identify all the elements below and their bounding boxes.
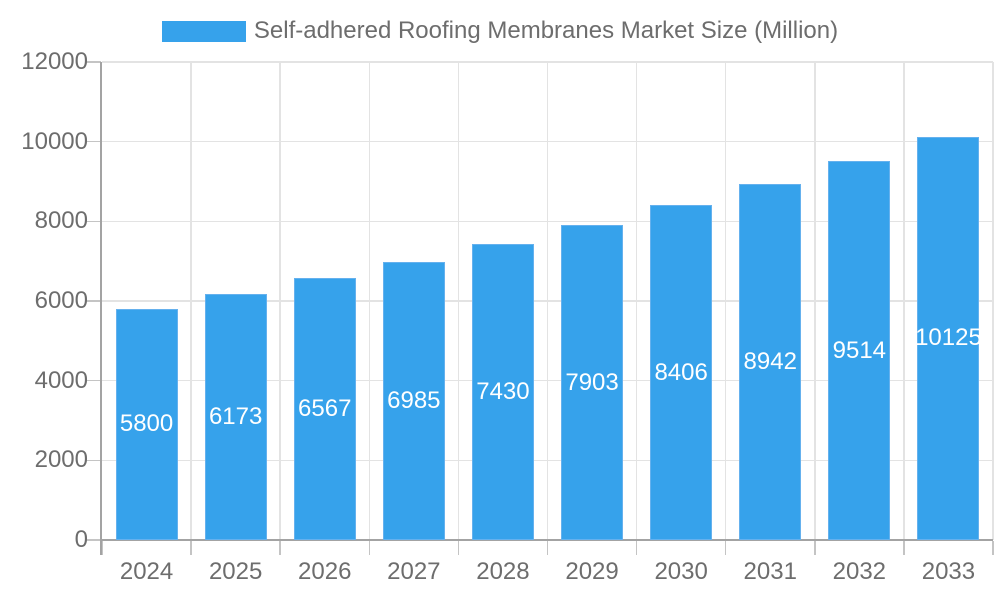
bar[interactable]: 9514 xyxy=(828,161,891,540)
v-gridline xyxy=(814,62,816,540)
y-tick-mark xyxy=(87,61,101,63)
x-tick-label: 2030 xyxy=(654,558,708,585)
bar[interactable]: 7430 xyxy=(471,244,534,540)
bar[interactable]: 10125 xyxy=(915,136,982,540)
legend-label: Self-adhered Roofing Membranes Market Si… xyxy=(253,17,839,44)
x-tick-mark xyxy=(814,541,816,555)
chart-legend[interactable]: Self-adhered Roofing Membranes Market Si… xyxy=(0,17,1000,45)
bar[interactable]: 5800 xyxy=(115,308,178,540)
x-tick-mark xyxy=(190,541,192,555)
x-tick-mark xyxy=(903,541,905,555)
bar[interactable]: 6173 xyxy=(204,294,267,540)
y-tick-mark xyxy=(87,379,101,382)
v-gridline xyxy=(992,62,994,540)
bar[interactable]: 8942 xyxy=(739,183,802,540)
bar-value-label: 10125 xyxy=(915,324,982,352)
x-tick-label: 2025 xyxy=(208,558,263,585)
y-tick-label: 2000 xyxy=(34,446,88,474)
v-gridline xyxy=(368,62,371,540)
legend-swatch xyxy=(161,20,246,42)
y-tick-mark xyxy=(87,539,101,541)
v-gridline xyxy=(903,62,905,540)
v-gridline xyxy=(546,62,549,540)
v-gridline xyxy=(635,62,638,540)
x-tick-mark xyxy=(101,541,103,555)
x-axis-line xyxy=(100,539,993,541)
x-tick-mark xyxy=(992,541,994,555)
y-tick-label: 6000 xyxy=(34,287,88,314)
v-gridline xyxy=(724,62,727,540)
y-axis-line xyxy=(100,62,102,555)
x-tick-mark xyxy=(724,541,727,555)
y-tick-mark xyxy=(87,459,101,462)
y-tick-mark xyxy=(87,300,101,302)
bar[interactable]: 7903 xyxy=(561,225,624,540)
bar[interactable]: 6985 xyxy=(382,261,445,540)
x-tick-mark xyxy=(546,541,549,555)
y-tick-label: 10000 xyxy=(21,127,88,155)
y-tick-label: 4000 xyxy=(34,366,88,394)
bar-value-label: 7903 xyxy=(565,368,619,396)
v-gridline xyxy=(457,62,460,540)
bar[interactable]: 6567 xyxy=(293,278,356,540)
y-tick-label: 8000 xyxy=(34,207,88,235)
bar[interactable]: 8406 xyxy=(650,205,713,540)
y-tick-label: 0 xyxy=(74,526,88,553)
x-tick-label: 2033 xyxy=(921,558,976,585)
y-tick-mark xyxy=(87,140,101,143)
bar-value-label: 7430 xyxy=(476,378,530,405)
bar-value-label: 6173 xyxy=(208,403,263,431)
x-tick-label: 2028 xyxy=(476,558,530,585)
x-tick-mark xyxy=(457,541,460,555)
y-tick-label: 12000 xyxy=(21,48,88,75)
x-tick-mark xyxy=(368,541,371,555)
v-gridline xyxy=(279,62,281,540)
x-tick-mark xyxy=(635,541,638,555)
x-tick-label: 2026 xyxy=(298,558,352,585)
bar-value-label: 5800 xyxy=(119,410,174,438)
bar-value-label: 8406 xyxy=(654,358,708,386)
bar-value-label: 6567 xyxy=(298,395,352,423)
bar-value-label: 6985 xyxy=(387,386,441,414)
x-tick-label: 2027 xyxy=(387,558,441,585)
x-tick-label: 2032 xyxy=(832,558,887,585)
x-tick-label: 2024 xyxy=(119,558,174,585)
x-tick-label: 2031 xyxy=(743,558,797,585)
v-gridline xyxy=(190,62,192,540)
y-tick-mark xyxy=(87,220,101,223)
x-tick-mark xyxy=(279,541,281,555)
bar-value-label: 8942 xyxy=(743,347,797,375)
bar-value-label: 9514 xyxy=(832,336,887,364)
x-tick-label: 2029 xyxy=(565,558,619,585)
